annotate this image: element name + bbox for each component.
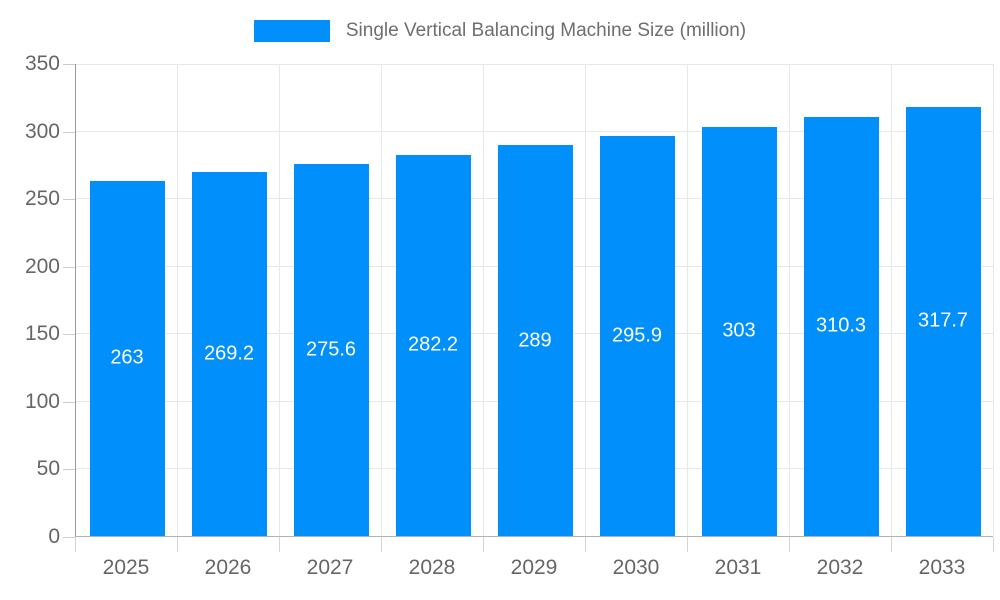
bar-value-label: 289 [518, 329, 552, 352]
x-axis-tick [687, 537, 688, 552]
y-axis-label: 200 [24, 254, 60, 278]
bar-2025[interactable]: 263 [89, 180, 165, 536]
y-axis-label: 0 [48, 525, 60, 548]
bar-2027[interactable]: 275.6 [293, 163, 369, 536]
y-axis-label: 50 [36, 457, 60, 481]
y-axis-tick [63, 401, 75, 403]
x-axis-tick [891, 537, 892, 552]
bar-value-label: 282.2 [407, 333, 459, 356]
x-axis-label: 2032 [816, 556, 864, 579]
bar-2033[interactable]: 317.7 [905, 106, 981, 536]
bar-2032[interactable]: 310.3 [803, 116, 879, 536]
bar-value-label: 275.6 [305, 338, 357, 361]
y-axis-tick [63, 537, 75, 538]
x-axis-label: 2028 [408, 556, 456, 579]
gridline [483, 64, 484, 536]
bar-value-label: 269.2 [203, 342, 255, 365]
gridline [76, 64, 993, 65]
gridline [76, 130, 993, 132]
bar-2026[interactable]: 269.2 [191, 172, 267, 536]
y-axis-tick [63, 469, 75, 471]
gridline [891, 64, 892, 536]
x-axis-label: 2026 [204, 556, 252, 579]
x-axis-label: 2027 [306, 556, 354, 579]
y-axis-label: 300 [24, 119, 60, 143]
gridline [789, 64, 790, 536]
gridline [279, 64, 280, 536]
x-axis-label: 2030 [612, 556, 660, 579]
x-axis-label: 2029 [510, 556, 558, 579]
x-axis-tick [789, 537, 790, 552]
gridline [585, 64, 586, 536]
gridline [993, 64, 994, 536]
gridline [687, 64, 688, 536]
bar-value-label: 317.7 [917, 309, 969, 332]
x-axis-tick [585, 537, 586, 552]
bar-2031[interactable]: 303 [701, 126, 777, 536]
bar-value-label: 295.9 [611, 324, 663, 347]
bar-2029[interactable]: 289 [497, 145, 573, 536]
gridline [381, 64, 382, 536]
y-axis-label: 350 [24, 52, 60, 75]
x-axis-tick [75, 537, 76, 552]
x-axis-tick [279, 537, 280, 552]
legend[interactable]: Single Vertical Balancing Machine Size (… [0, 20, 1000, 42]
y-axis-label: 150 [24, 322, 60, 346]
bar-value-label: 310.3 [815, 314, 867, 337]
x-axis-label: 2031 [714, 556, 762, 579]
x-axis-label: 2033 [918, 556, 966, 579]
legend-swatch [253, 20, 330, 42]
x-axis-tick [177, 537, 178, 552]
y-axis-tick [63, 199, 75, 201]
y-axis-tick [63, 334, 75, 336]
bar-value-label: 303 [722, 319, 756, 342]
x-axis-tick [381, 537, 382, 552]
y-axis-label: 100 [24, 389, 60, 413]
y-axis-tick [63, 131, 75, 133]
x-axis-tick [993, 537, 994, 552]
x-axis-tick [483, 537, 484, 552]
legend-label: Single Vertical Balancing Machine Size (… [345, 20, 747, 41]
plot-area: 263 269.2 275.6 282.2 289 295.9 303 310.3 317.7 [75, 64, 994, 537]
bar-2030[interactable]: 295.9 [599, 136, 675, 536]
x-axis-label: 2025 [102, 556, 150, 579]
y-axis-tick [63, 266, 75, 268]
y-axis-label: 250 [24, 187, 60, 211]
bar-2028[interactable]: 282.2 [395, 154, 471, 536]
gridline [177, 64, 178, 536]
y-axis-tick [63, 64, 75, 65]
bar-value-label: 263 [110, 346, 144, 369]
